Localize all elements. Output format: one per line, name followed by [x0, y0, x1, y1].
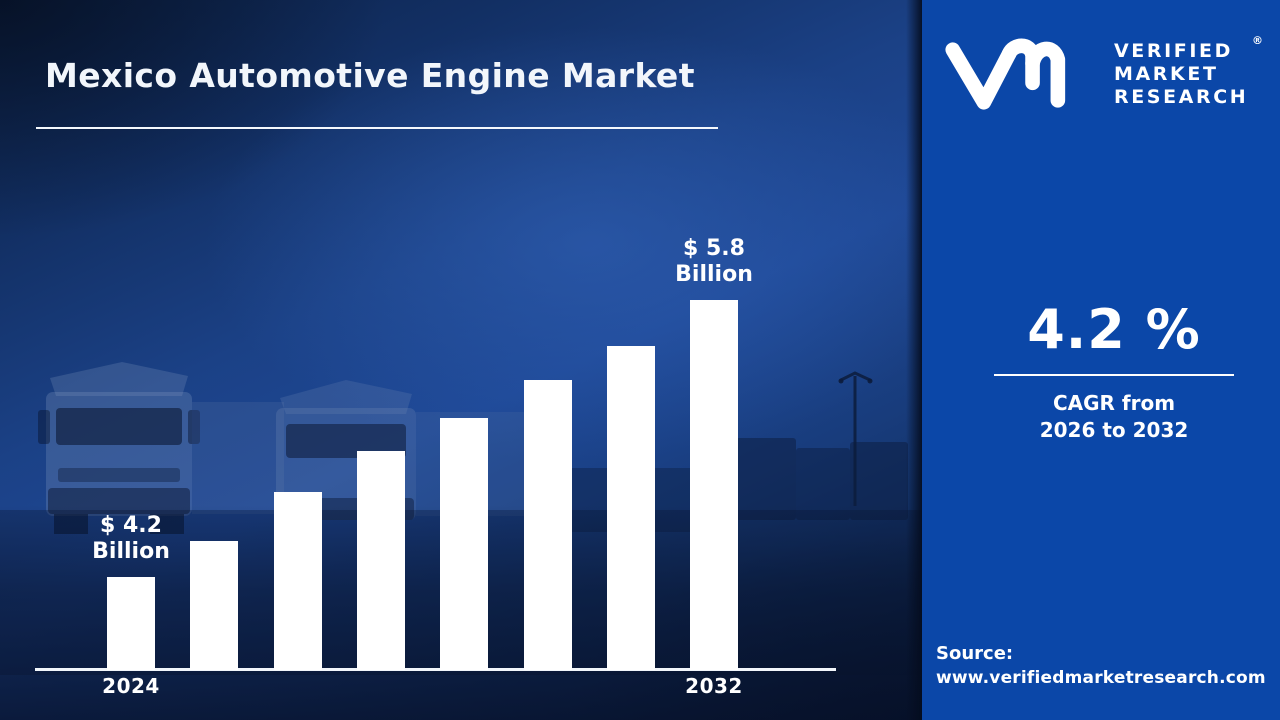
chart-bar-2024	[107, 577, 155, 670]
title-underline	[36, 127, 718, 129]
chart-bar-2032	[690, 300, 738, 670]
registered-trademark-icon: ®	[1252, 34, 1263, 47]
bar-value-annotation-line: Billion	[92, 539, 170, 564]
bar-value-annotation-line: Billion	[675, 262, 753, 287]
panel-edge-shadow	[906, 0, 922, 720]
source-url[interactable]: www.verifiedmarketresearch.com	[936, 668, 1266, 688]
chart-bar	[274, 492, 322, 670]
chart-bar	[357, 451, 405, 670]
chart-bar	[440, 418, 488, 670]
vmr-logo-icon	[945, 38, 1066, 110]
x-axis-tick-label: 2032	[685, 674, 743, 698]
bar-value-annotation: $ 5.8 Billion	[675, 236, 753, 288]
page-title: Mexico Automotive Engine Market	[45, 56, 695, 95]
bar-chart: 2024 $ 4.2 Billion 2032 $ 5.8 Billion	[35, 236, 836, 698]
bar-value-annotation-line: $ 4.2	[100, 513, 162, 538]
bar-value-annotation-line: $ 5.8	[683, 236, 745, 261]
brand-name-line3: RESEARCH	[1114, 86, 1249, 108]
cagr-caption: CAGR from 2026 to 2032	[944, 390, 1280, 444]
brand-panel: VERIFIED MARKET RESEARCH ® 4.2 % CAGR fr…	[922, 0, 1280, 720]
cagr-value: 4.2 %	[1027, 298, 1201, 361]
source-block: Source: www.verifiedmarketresearch.com	[936, 642, 1266, 690]
cagr-caption-line2: 2026 to 2032	[1039, 418, 1189, 442]
brand-name: VERIFIED MARKET RESEARCH	[1114, 40, 1248, 109]
bar-value-annotation: $ 4.2 Billion	[92, 513, 170, 565]
cagr-caption-line1: CAGR from	[1052, 391, 1176, 415]
cagr-divider	[994, 374, 1234, 376]
source-label: Source:	[936, 643, 1014, 664]
x-axis-line	[35, 668, 836, 671]
x-axis-tick-label: 2024	[102, 674, 160, 698]
brand-name-line1: VERIFIED	[1114, 40, 1233, 62]
chart-bar	[190, 541, 238, 670]
chart-bar	[524, 380, 572, 670]
chart-bar	[607, 346, 655, 670]
brand-name-line2: MARKET	[1114, 63, 1219, 85]
